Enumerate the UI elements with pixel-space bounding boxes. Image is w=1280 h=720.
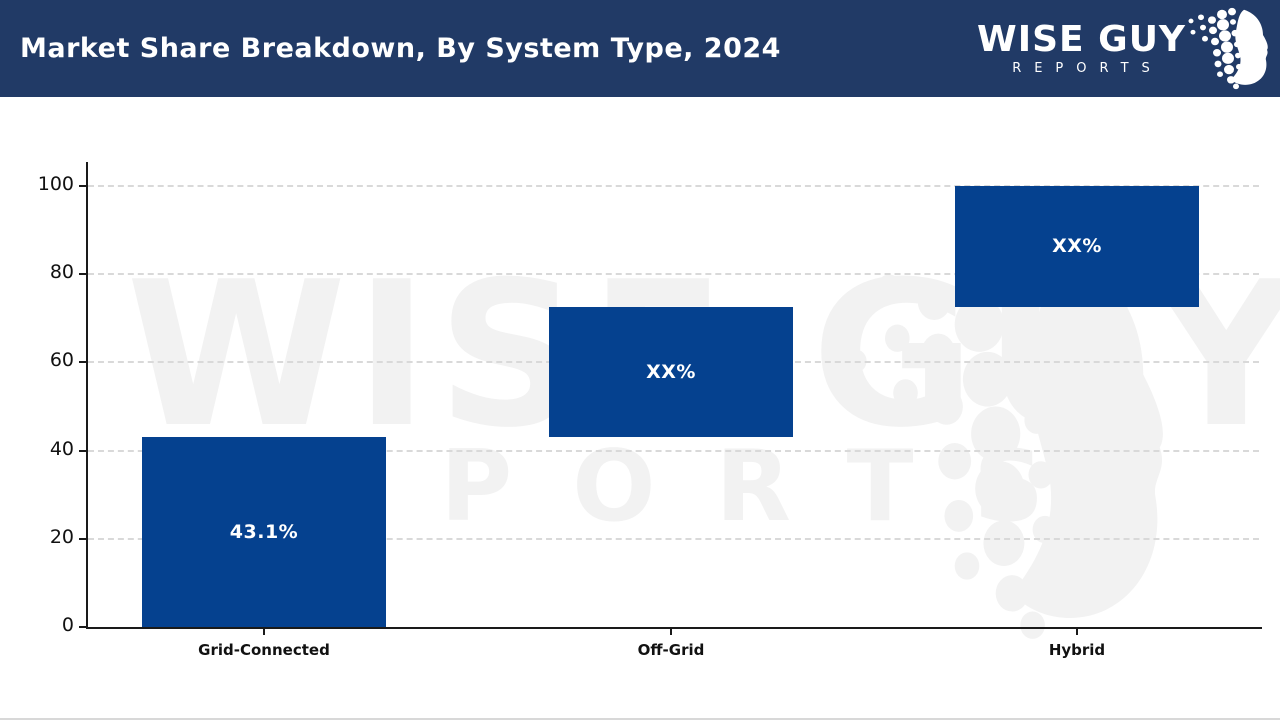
x-tick-mark [1076,629,1078,635]
chart-title: Market Share Breakdown, By System Type, … [20,33,781,64]
logo: WISE GUY REPORTS [977,7,1280,91]
y-axis-line [86,162,88,629]
logo-text: WISE GUY REPORTS [976,18,1186,76]
gridline [88,185,1259,187]
x-axis-label: Off-Grid [637,641,705,659]
watermark-face-icon [762,238,1172,648]
y-tick-mark [79,185,87,187]
y-tick-label: 60 [49,349,74,372]
gridline [88,273,1259,276]
logo-face-icon [1170,7,1270,91]
gridline [88,537,1259,540]
y-tick-label: 20 [49,525,74,548]
y-tick-mark [79,537,87,540]
x-axis-line [86,627,1262,629]
y-tick-label: 40 [49,437,74,460]
bar-value-label: XX% [1052,235,1102,258]
y-tick-mark [79,273,87,276]
bar-grid-connected: 43.1% [142,436,386,627]
header-bar: Market Share Breakdown, By System Type, … [0,0,1280,97]
bar-value-label: XX% [646,360,696,383]
y-tick-label: 0 [61,614,74,636]
y-tick-mark [79,449,87,452]
bottom-rule [0,718,1280,720]
y-tick-mark [79,626,87,628]
x-tick-mark [670,629,672,635]
bar-hybrid: XX% [955,186,1199,307]
y-tick-label: 100 [37,173,74,195]
x-axis-label: Grid-Connected [198,641,330,659]
gridline [88,449,1259,452]
bar-off-grid: XX% [549,306,793,437]
logo-subtitle: REPORTS [1012,60,1163,76]
y-tick-mark [79,361,87,364]
x-axis-label: Hybrid [1048,641,1106,659]
y-tick-label: 80 [49,261,74,284]
logo-wordmark: WISE GUY [976,18,1186,60]
x-tick-mark [263,629,265,635]
bar-value-label: 43.1% [229,520,299,543]
